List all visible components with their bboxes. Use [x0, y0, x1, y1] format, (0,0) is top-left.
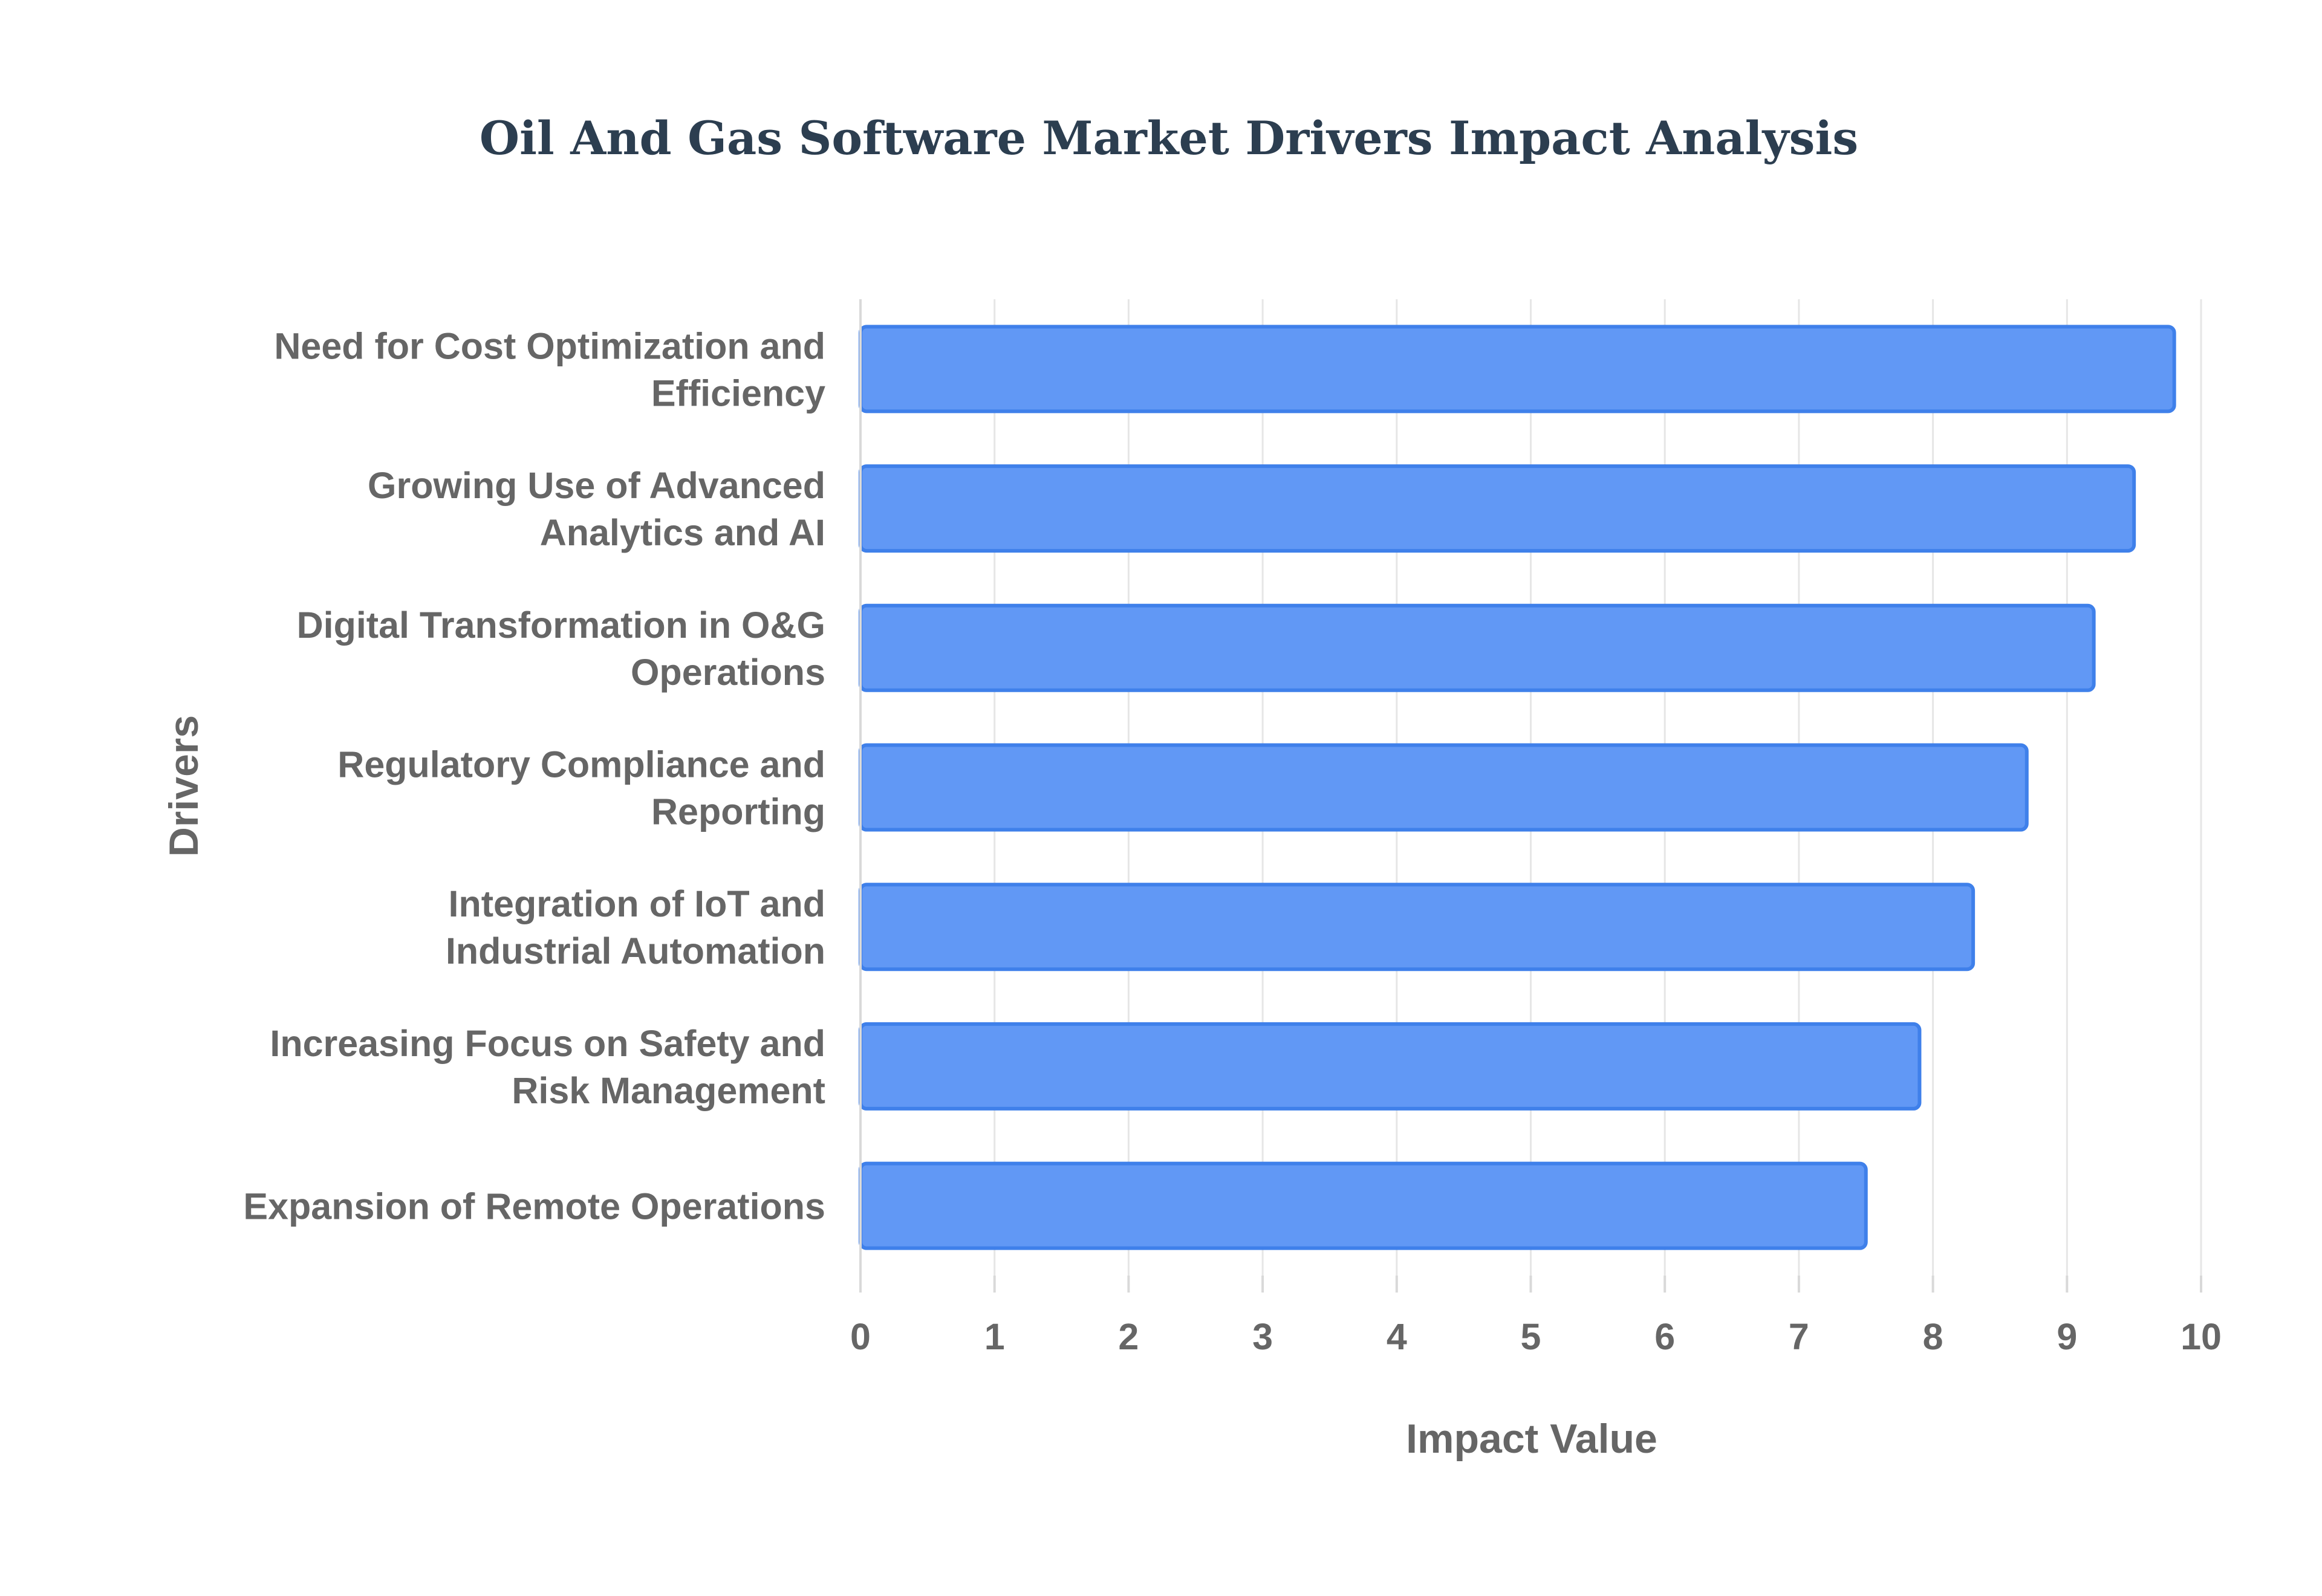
x-tick-label: 7: [1789, 1316, 1809, 1357]
y-category-label: Need for Cost Optimization and Efficiency: [274, 325, 825, 414]
y-category-label: Expansion of Remote Operations: [243, 1186, 825, 1227]
bar: [859, 1022, 1922, 1111]
y-category-label: Digital Transformation in O&G Operations: [297, 605, 825, 693]
x-tick-label: 6: [1654, 1316, 1675, 1357]
bars: [859, 325, 2176, 1250]
y-category-label: Growing Use of Advanced Analytics and AI: [368, 465, 825, 553]
category-label-line: Analytics and AI: [540, 512, 825, 553]
x-tick-label: 5: [1521, 1316, 1541, 1357]
category-labels: Need for Cost Optimization and Efficiency…: [243, 325, 825, 1227]
x-tick-label: 10: [2181, 1316, 2222, 1357]
bar: [859, 1161, 1868, 1250]
category-label-line: Expansion of Remote Operations: [243, 1186, 825, 1227]
bar: [859, 883, 1976, 972]
y-category-label: Regulatory Compliance and Reporting: [337, 744, 825, 832]
category-label-line: Reporting: [651, 791, 825, 832]
category-label-line: Efficiency: [651, 372, 825, 414]
category-label-line: Integration of IoT and: [449, 883, 826, 924]
x-tick-label: 0: [850, 1316, 871, 1357]
x-tick-label: 1: [984, 1316, 1005, 1357]
y-category-label: Increasing Focus on Safety and Risk Manag…: [270, 1023, 825, 1111]
category-label-line: Growing Use of Advanced: [368, 465, 825, 506]
x-tick-label: 8: [1923, 1316, 1943, 1357]
y-axis-title: Drivers: [161, 715, 207, 857]
category-label-line: Regulatory Compliance and: [337, 744, 825, 785]
bar: [859, 325, 2176, 414]
bar: [859, 603, 2096, 692]
bar: [859, 743, 2029, 832]
x-axis-title: Impact Value: [1406, 1416, 1657, 1462]
category-label-line: Digital Transformation in O&G: [297, 605, 825, 646]
x-tick-label: 3: [1252, 1316, 1273, 1357]
chart-title: Oil And Gas Software Market Drivers Impa…: [480, 111, 1858, 165]
x-tick-label: 4: [1387, 1316, 1407, 1357]
category-label-line: Operations: [631, 652, 825, 693]
category-label-line: Need for Cost Optimization and: [274, 325, 825, 366]
category-label-line: Industrial Automation: [446, 930, 825, 972]
x-tick-label: 2: [1118, 1316, 1139, 1357]
x-tick-label: 9: [2057, 1316, 2077, 1357]
category-label-line: Increasing Focus on Safety and: [270, 1023, 825, 1064]
x-axis: 0 1 2 3 4 5 6 7 8 9 10: [850, 299, 2222, 1357]
y-category-label: Integration of IoT and Industrial Automat…: [446, 883, 825, 972]
category-label-line: Risk Management: [512, 1070, 825, 1111]
bar: [859, 464, 2136, 553]
